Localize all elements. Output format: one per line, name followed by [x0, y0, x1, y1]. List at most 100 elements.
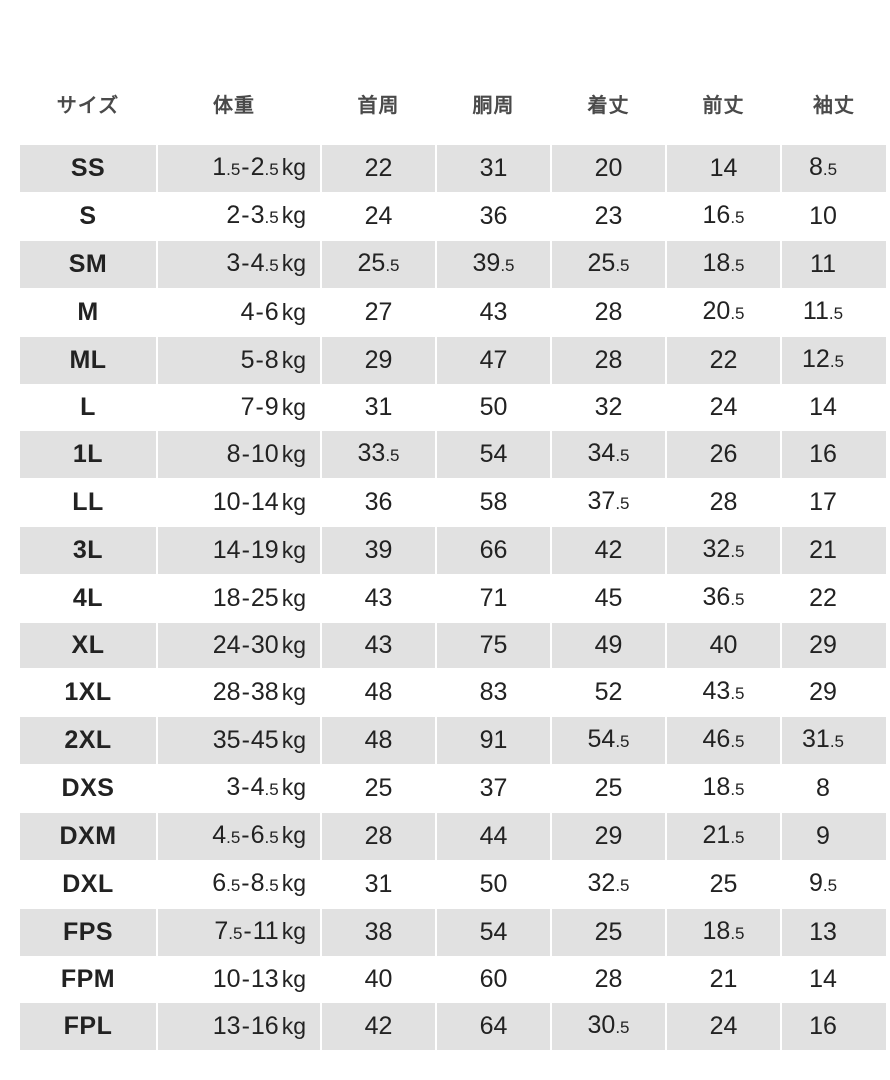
cell-neck: 48 — [322, 717, 435, 764]
cell-front: 18.5 — [667, 765, 780, 812]
cell-chest: 37 — [437, 765, 550, 812]
cell-front: 21 — [667, 957, 780, 1002]
cell-length: 25 — [552, 765, 665, 812]
cell-chest: 47 — [437, 337, 550, 384]
cell-neck: 39 — [322, 527, 435, 574]
cell-chest: 66 — [437, 527, 550, 574]
table-row: 1L 8-10 kg 33.5 54 34.5 26 16 — [20, 431, 886, 478]
cell-weight: 18-25 kg — [158, 575, 320, 622]
cell-front: 26 — [667, 431, 780, 478]
cell-weight: 14-19 kg — [158, 527, 320, 574]
cell-sleeve: 29 — [782, 669, 886, 716]
cell-front: 25 — [667, 861, 780, 908]
cell-front: 32.5 — [667, 527, 780, 574]
cell-neck: 29 — [322, 337, 435, 384]
cell-sleeve: 21 — [782, 527, 886, 574]
cell-front: 20.5 — [667, 289, 780, 336]
cell-neck: 31 — [322, 385, 435, 430]
cell-sleeve: 8.5 — [782, 145, 886, 192]
cell-weight: 2-3.5 kg — [158, 193, 320, 240]
table-row: S 2-3.5 kg 24 36 23 16.5 10 — [20, 193, 886, 240]
table-row: DXS 3-4.5 kg 25 37 25 18.5 8 — [20, 765, 886, 812]
cell-sleeve: 11 — [782, 241, 886, 288]
cell-chest: 54 — [437, 431, 550, 478]
cell-sleeve: 8 — [782, 765, 886, 812]
cell-size: 2XL — [20, 717, 156, 764]
cell-neck: 40 — [322, 957, 435, 1002]
cell-neck: 33.5 — [322, 431, 435, 478]
cell-weight: 6.5-8.5 kg — [158, 861, 320, 908]
cell-sleeve: 14 — [782, 957, 886, 1002]
cell-size: SS — [20, 145, 156, 192]
cell-neck: 22 — [322, 145, 435, 192]
cell-length: 23 — [552, 193, 665, 240]
cell-chest: 31 — [437, 145, 550, 192]
cell-front: 18.5 — [667, 909, 780, 956]
cell-chest: 36 — [437, 193, 550, 240]
cell-size: SM — [20, 241, 156, 288]
cell-size: FPL — [20, 1003, 156, 1050]
header-neck: 首周 — [322, 89, 435, 144]
cell-length: 32.5 — [552, 861, 665, 908]
cell-size: XL — [20, 623, 156, 668]
cell-front: 22 — [667, 337, 780, 384]
table-row: XL 24-30 kg 43 75 49 40 29 — [20, 623, 886, 668]
cell-chest: 75 — [437, 623, 550, 668]
cell-chest: 50 — [437, 385, 550, 430]
cell-length: 28 — [552, 957, 665, 1002]
cell-length: 25 — [552, 909, 665, 956]
cell-chest: 83 — [437, 669, 550, 716]
cell-length: 20 — [552, 145, 665, 192]
cell-front: 24 — [667, 1003, 780, 1050]
cell-neck: 25.5 — [322, 241, 435, 288]
cell-weight: 28-38 kg — [158, 669, 320, 716]
cell-size: M — [20, 289, 156, 336]
table-row: 4L 18-25 kg 43 71 45 36.5 22 — [20, 575, 886, 622]
cell-weight: 4-6 kg — [158, 289, 320, 336]
cell-size: 1XL — [20, 669, 156, 716]
header-weight: 体重 — [158, 89, 320, 144]
cell-sleeve: 16 — [782, 431, 886, 478]
cell-size: LL — [20, 479, 156, 526]
cell-size: ML — [20, 337, 156, 384]
cell-length: 42 — [552, 527, 665, 574]
cell-size: 1L — [20, 431, 156, 478]
cell-chest: 44 — [437, 813, 550, 860]
cell-front: 40 — [667, 623, 780, 668]
cell-length: 52 — [552, 669, 665, 716]
cell-neck: 43 — [322, 623, 435, 668]
cell-front: 43.5 — [667, 669, 780, 716]
cell-weight: 10-13 kg — [158, 957, 320, 1002]
table-row: DXL 6.5-8.5 kg 31 50 32.5 25 9.5 — [20, 861, 886, 908]
cell-chest: 54 — [437, 909, 550, 956]
cell-neck: 24 — [322, 193, 435, 240]
cell-weight: 4.5-6.5 kg — [158, 813, 320, 860]
cell-sleeve: 14 — [782, 385, 886, 430]
cell-weight: 1.5-2.5 kg — [158, 145, 320, 192]
header-row: サイズ 体重 首周 胴周 着丈 前丈 袖丈 — [20, 89, 886, 144]
cell-front: 46.5 — [667, 717, 780, 764]
cell-size: FPS — [20, 909, 156, 956]
table-header: サイズ 体重 首周 胴周 着丈 前丈 袖丈 — [20, 89, 886, 144]
cell-size: 4L — [20, 575, 156, 622]
cell-size: DXM — [20, 813, 156, 860]
table-row: 3L 14-19 kg 39 66 42 32.5 21 — [20, 527, 886, 574]
cell-chest: 64 — [437, 1003, 550, 1050]
cell-sleeve: 29 — [782, 623, 886, 668]
table-row: DXM 4.5-6.5 kg 28 44 29 21.5 9 — [20, 813, 886, 860]
table-body: SS 1.5-2.5 kg 22 31 20 14 8.5 S 2-3.5 kg 24 36 23 16.5… — [20, 145, 886, 1050]
cell-neck: 25 — [322, 765, 435, 812]
cell-chest: 50 — [437, 861, 550, 908]
cell-weight: 13-16 kg — [158, 1003, 320, 1050]
cell-weight: 10-14 kg — [158, 479, 320, 526]
cell-weight: 5-8 kg — [158, 337, 320, 384]
cell-sleeve: 31.5 — [782, 717, 886, 764]
cell-front: 14 — [667, 145, 780, 192]
cell-chest: 58 — [437, 479, 550, 526]
size-chart-table: サイズ 体重 首周 胴周 着丈 前丈 袖丈 SS 1.5-2.5 kg 22 31 20 1… — [18, 88, 888, 1051]
cell-length: 49 — [552, 623, 665, 668]
cell-weight: 8-10 kg — [158, 431, 320, 478]
header-sleeve: 袖丈 — [782, 89, 886, 144]
cell-front: 24 — [667, 385, 780, 430]
